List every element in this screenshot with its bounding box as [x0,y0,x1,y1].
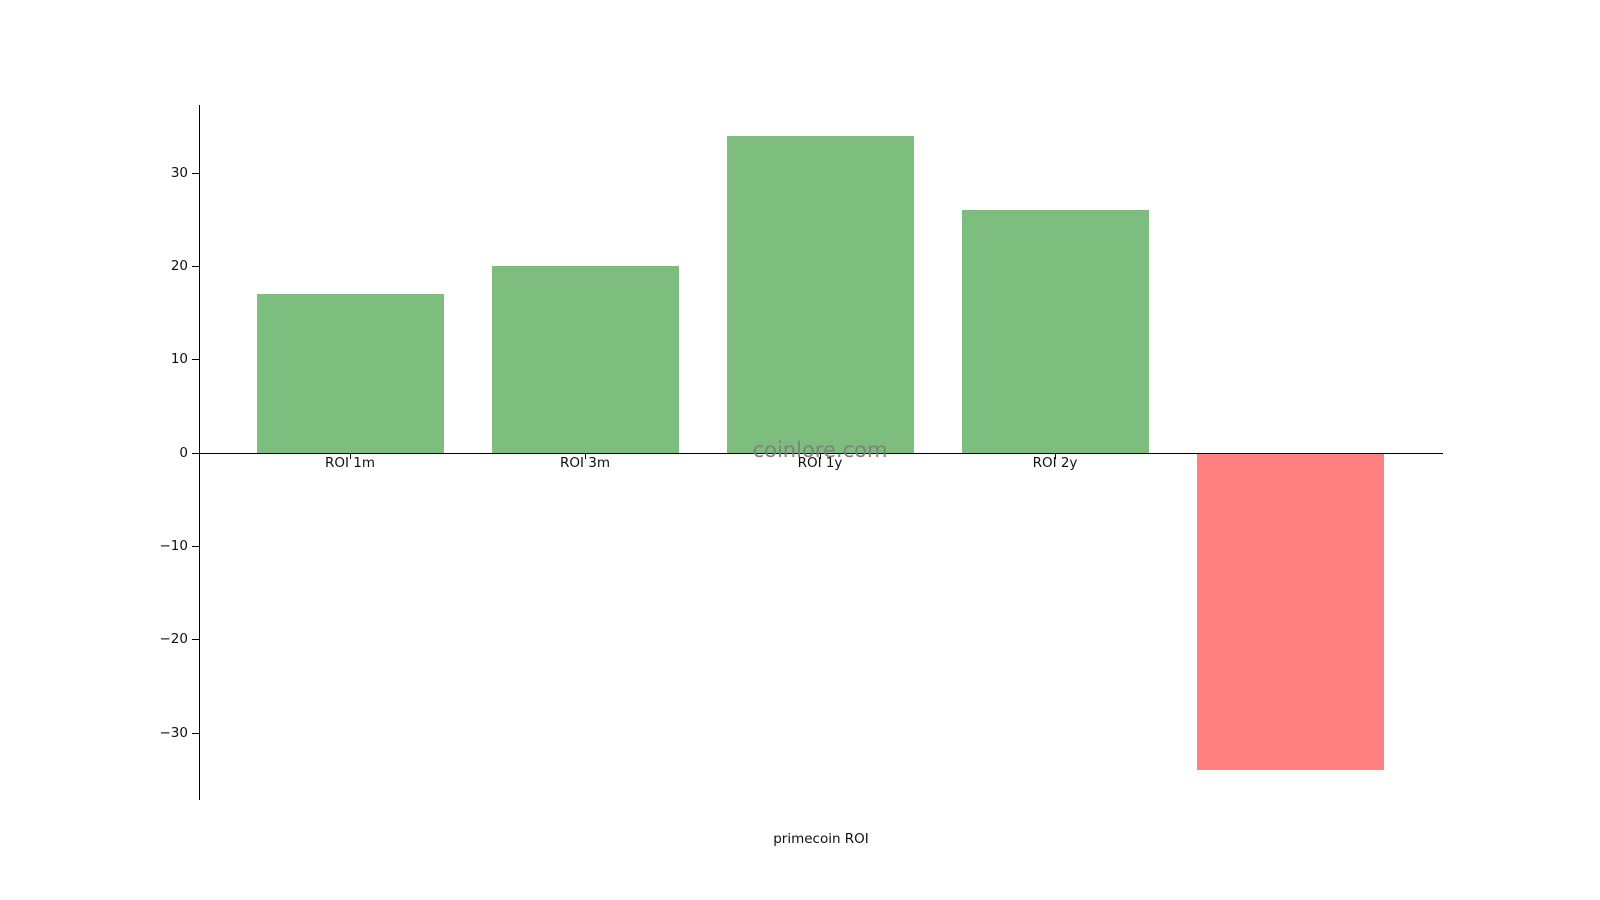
y-tick-label: 20 [170,257,188,274]
bar-roi-2y [961,210,1149,453]
x-axis-title: primecoin ROI [773,831,869,847]
y-tick-label: 30 [170,164,188,181]
y-tick-mark [192,452,199,454]
y-tick-label: −20 [159,631,189,648]
y-tick-label: 10 [170,351,188,368]
x-tick-label: ROI 1m [324,455,376,471]
x-tick-mark [819,453,821,459]
bar-unlabeled-5 [1196,453,1384,771]
x-tick-mark [349,453,351,459]
x-tick-mark [584,453,586,459]
watermark: coinlore.com [752,438,888,462]
y-tick-label: −30 [159,724,189,741]
bar-roi-3m [491,266,679,453]
y-tick-mark [192,545,199,547]
bar-roi-1m [256,294,444,453]
x-tick-label: ROI 2y [1032,455,1078,471]
y-tick-mark [192,172,199,174]
y-axis-line [199,105,200,800]
y-tick-mark [192,732,199,734]
y-tick-mark [192,639,199,641]
x-tick-label: ROI 1y [797,455,843,471]
x-axis-zero-line [199,453,1443,454]
bar-roi-1y [726,135,914,453]
y-tick-mark [192,359,199,361]
x-tick-mark [1054,453,1056,459]
y-tick-mark [192,265,199,267]
x-tick-label: ROI 3m [559,455,611,471]
y-tick-label: −10 [159,537,189,554]
y-tick-label: 0 [179,444,188,461]
